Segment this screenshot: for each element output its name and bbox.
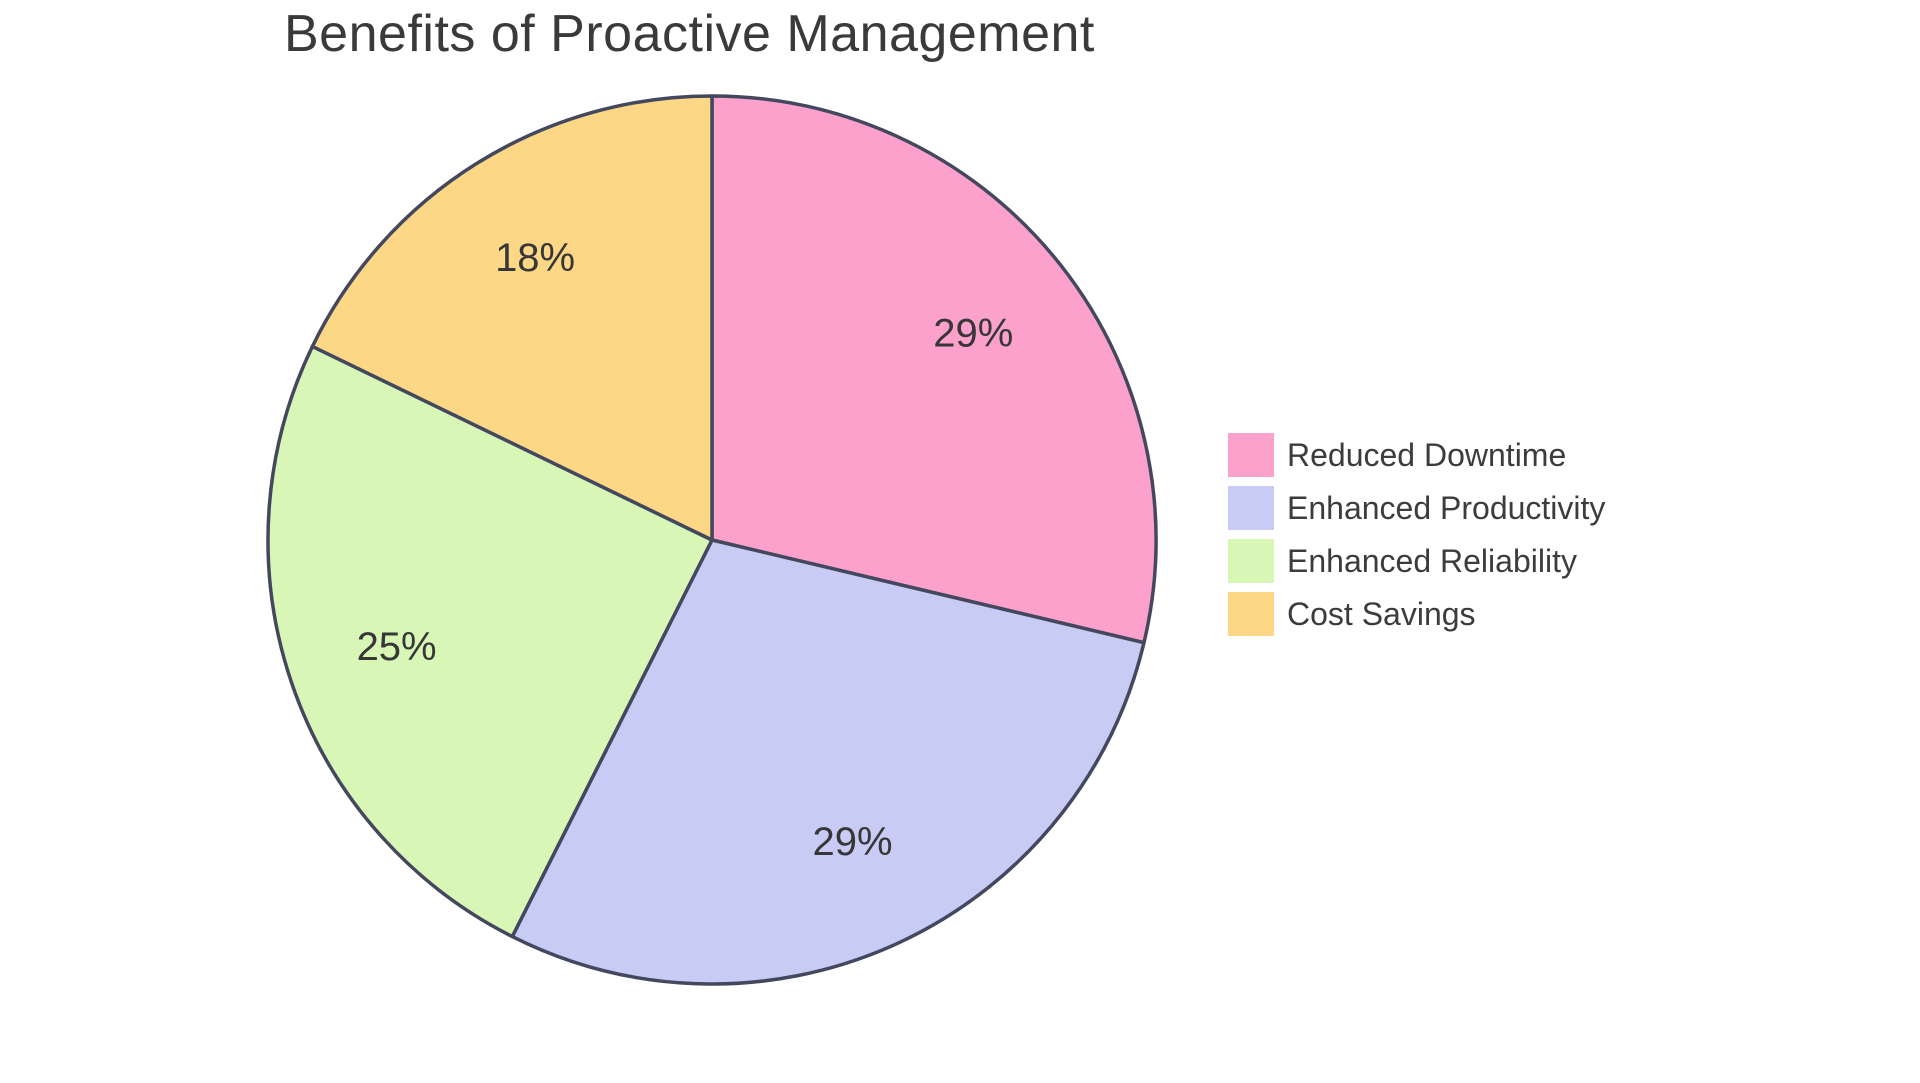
legend: Reduced Downtime Enhanced Productivity Enh… bbox=[1228, 433, 1605, 645]
pie-slices-group bbox=[266, 94, 1158, 986]
legend-swatch-reduced-downtime bbox=[1228, 433, 1274, 477]
legend-item-enhanced-productivity: Enhanced Productivity bbox=[1228, 486, 1605, 530]
pie-slice-enhanced-reliability bbox=[266, 344, 714, 939]
legend-label-cost-savings: Cost Savings bbox=[1287, 595, 1476, 632]
pie-slice-cost-savings bbox=[310, 94, 714, 542]
pie-labels-group: 29% 29% 25% 18% bbox=[357, 236, 1014, 864]
legend-label-enhanced-reliability: Enhanced Reliability bbox=[1287, 542, 1577, 579]
legend-swatch-cost-savings bbox=[1228, 592, 1274, 636]
pie-slice-reduced-downtime bbox=[710, 94, 1158, 645]
legend-label-enhanced-productivity: Enhanced Productivity bbox=[1287, 489, 1606, 526]
pie-slice-enhanced-productivity bbox=[510, 538, 1146, 986]
pie-percent-label-reduced-downtime: 29% bbox=[933, 312, 1013, 356]
legend-item-reduced-downtime: Reduced Downtime bbox=[1228, 433, 1605, 477]
pie-percent-label-enhanced-productivity: 29% bbox=[812, 820, 892, 864]
legend-swatch-enhanced-productivity bbox=[1228, 486, 1274, 530]
chart-title: Benefits of Proactive Management bbox=[284, 5, 1095, 63]
legend-item-cost-savings: Cost Savings bbox=[1228, 592, 1605, 636]
pie-percent-label-enhanced-reliability: 25% bbox=[357, 625, 437, 669]
pie-percent-label-cost-savings: 18% bbox=[495, 236, 575, 280]
legend-label-reduced-downtime: Reduced Downtime bbox=[1287, 436, 1567, 473]
legend-item-enhanced-reliability: Enhanced Reliability bbox=[1228, 539, 1605, 583]
legend-swatch-enhanced-reliability bbox=[1228, 539, 1274, 583]
